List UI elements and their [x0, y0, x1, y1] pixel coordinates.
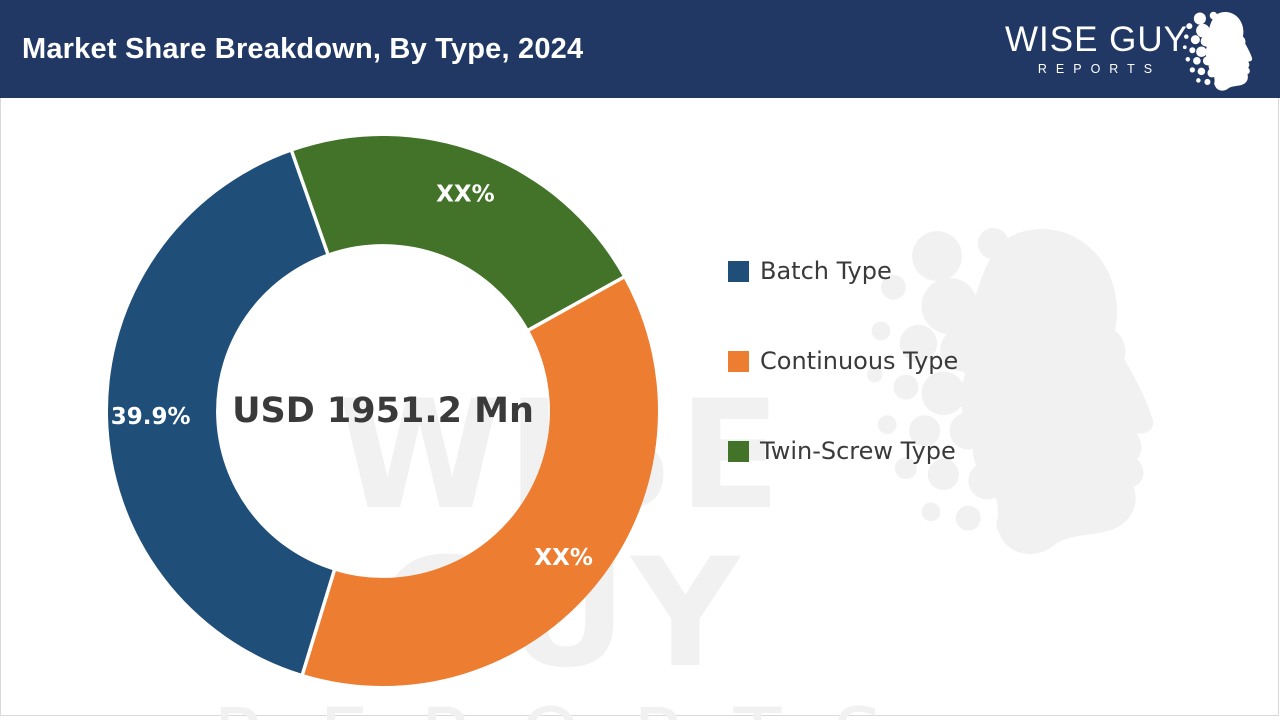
legend-label: Twin-Screw Type [760, 437, 956, 465]
legend-item: Batch Type [728, 257, 958, 285]
chart-legend: Batch Type Continuous Type Twin-Screw Type [728, 257, 958, 527]
donut-segment-twin-screw-type [291, 135, 624, 330]
header-bar: Market Share Breakdown, By Type, 2024 WI… [0, 0, 1280, 98]
segment-divider [289, 149, 330, 256]
segment-divider [526, 274, 626, 333]
donut-segment-continuous-type [302, 277, 658, 687]
slice-label: XX% [436, 182, 495, 208]
legend-swatch [728, 350, 749, 372]
donut-chart: 39.9% XX% XX% [107, 135, 658, 687]
donut-segment-batch-type [107, 151, 335, 674]
logo-text: WISE GUY REPORTS [1005, 22, 1188, 76]
logo-wordmark: WISE GUY [1004, 20, 1188, 59]
donut-center-value: USD 1951.2 Mn [232, 391, 534, 431]
segment-divider [300, 568, 337, 677]
legend-label: Batch Type [760, 257, 892, 285]
slice-label: 39.9% [111, 404, 191, 430]
legend-swatch [728, 260, 749, 282]
page-title: Market Share Breakdown, By Type, 2024 [22, 32, 584, 65]
legend-swatch [728, 440, 749, 462]
legend-label: Continuous Type [760, 347, 959, 375]
slice-label: XX% [534, 545, 593, 571]
wise-guy-logo: WISE GUY REPORTS [1005, 8, 1256, 91]
legend-item: Continuous Type [728, 347, 958, 375]
logo-subtitle: REPORTS [1037, 62, 1162, 76]
legend-item: Twin-Screw Type [728, 437, 958, 465]
logo-face-icon [1182, 11, 1253, 91]
